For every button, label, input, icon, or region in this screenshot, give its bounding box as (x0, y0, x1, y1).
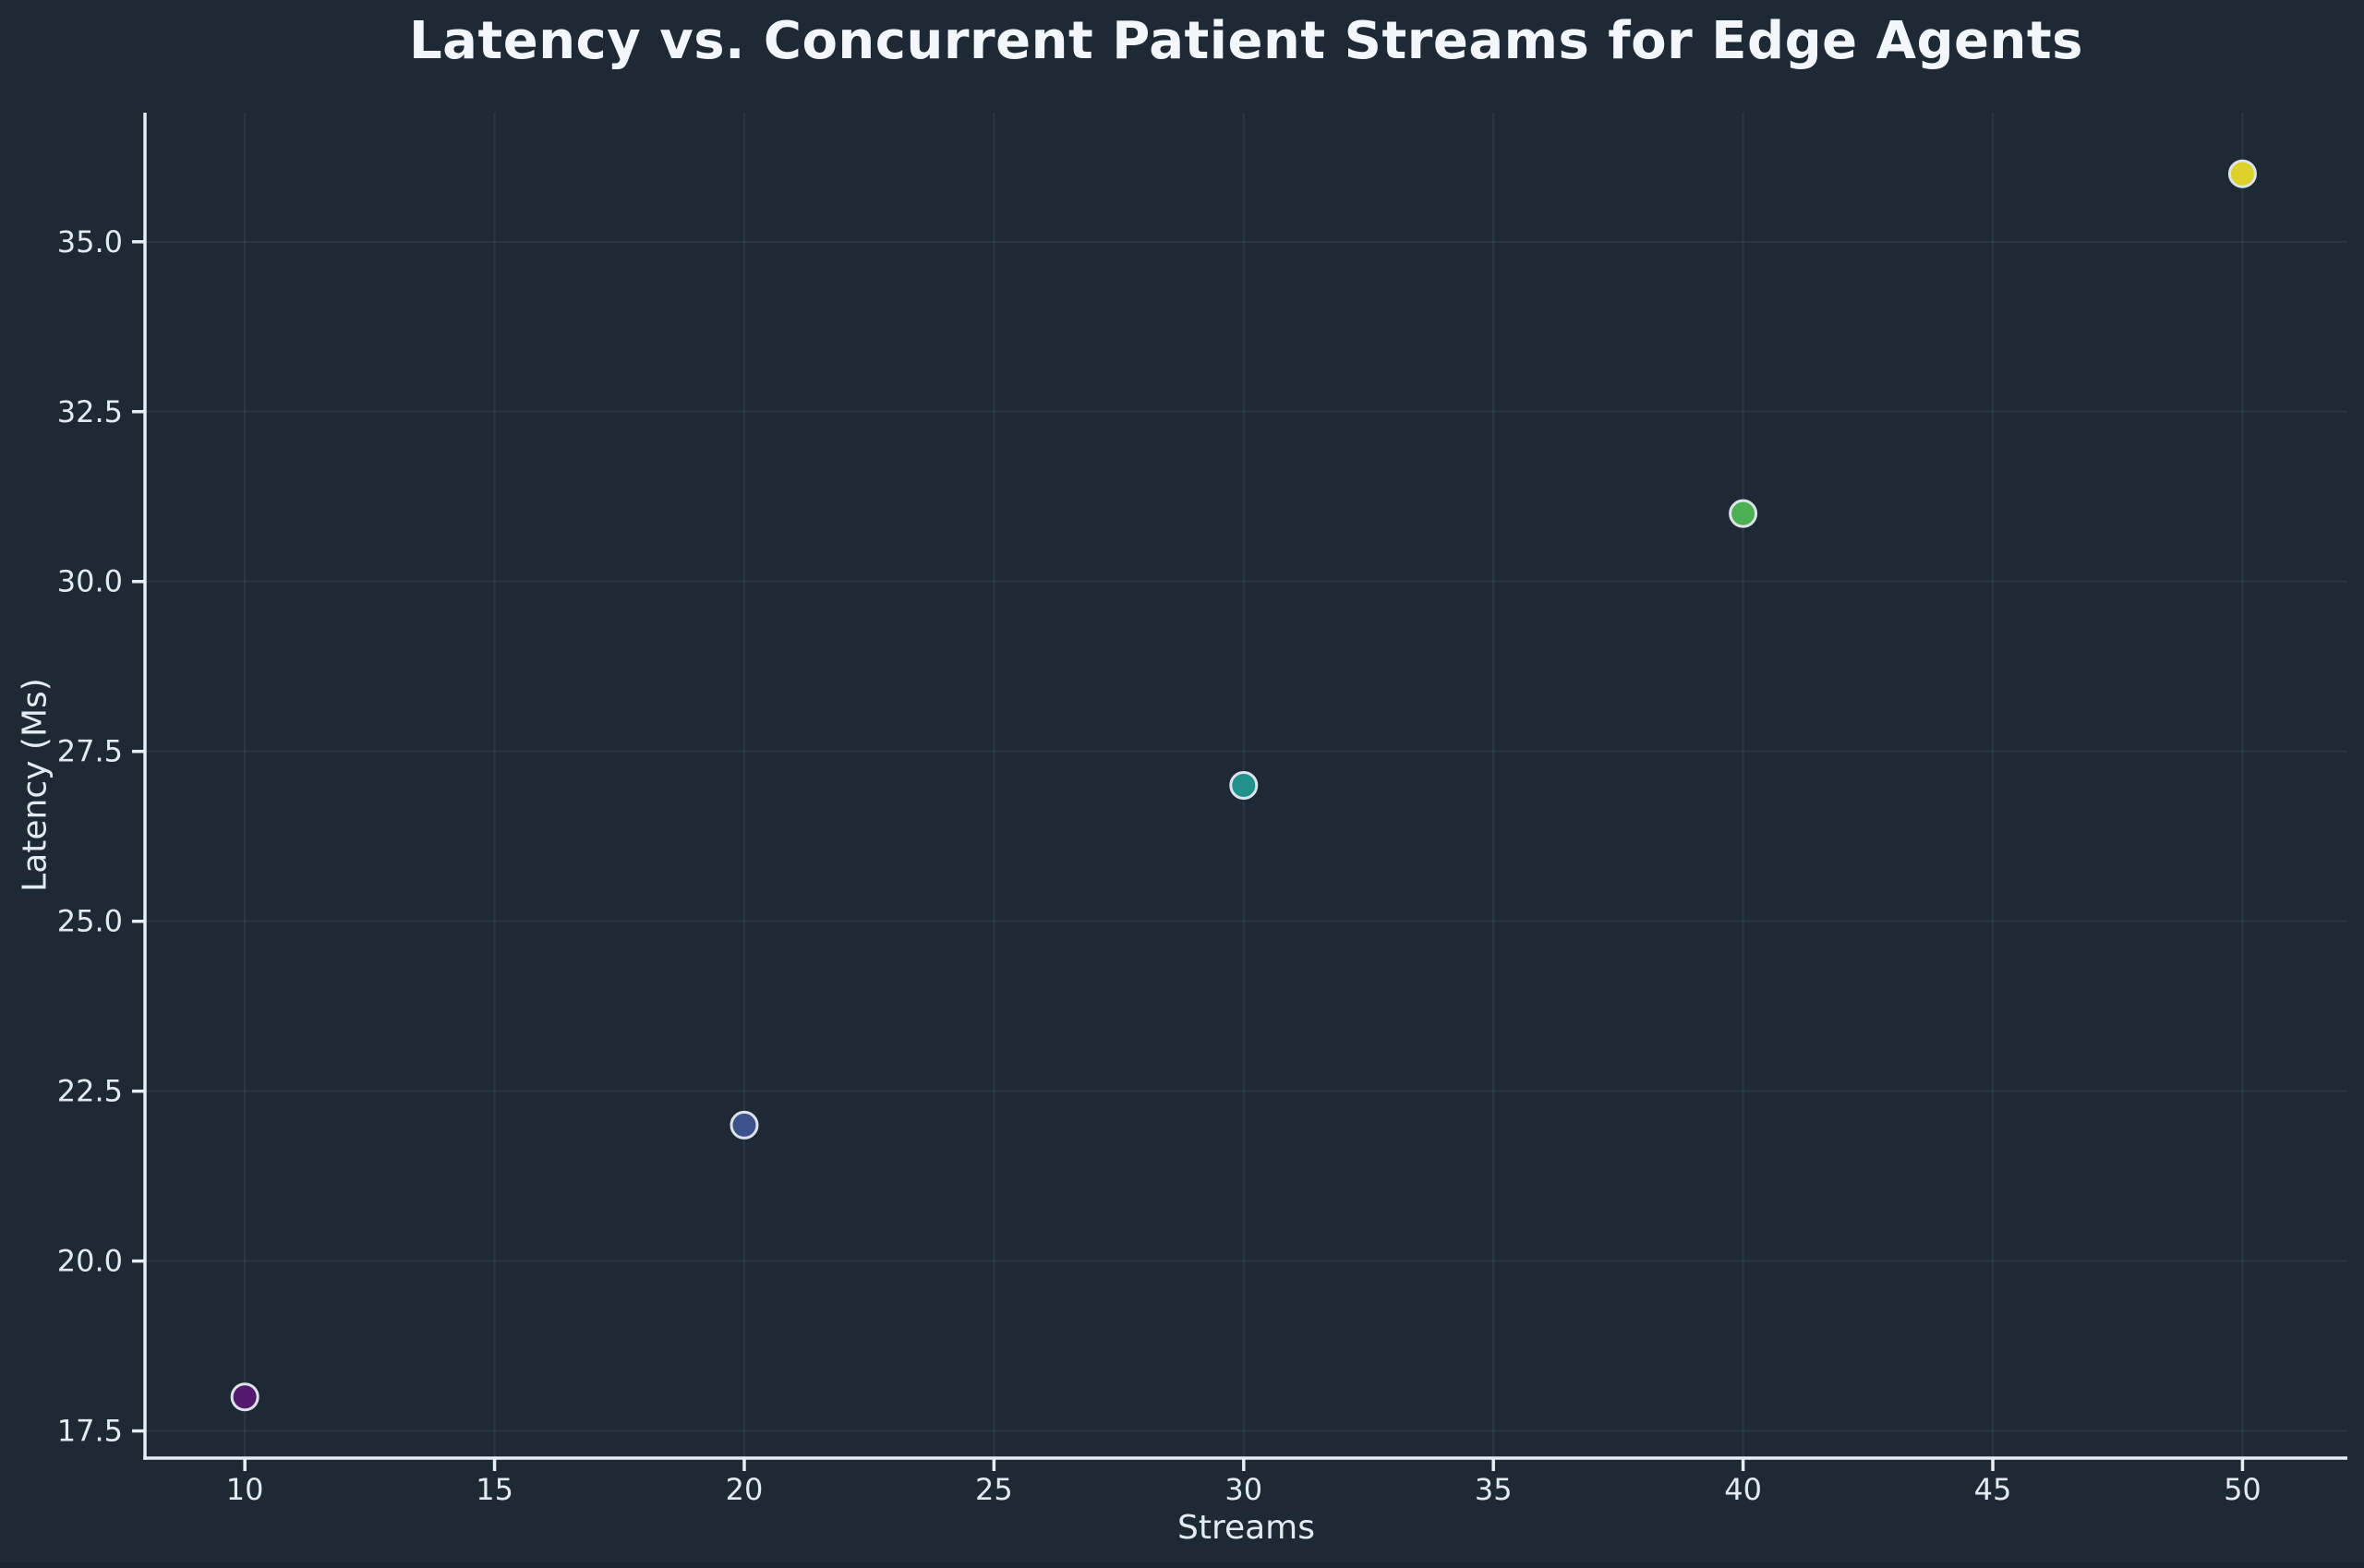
data-point (730, 1110, 759, 1140)
x-tick-label: 30 (1224, 1472, 1262, 1507)
data-point (1229, 771, 1259, 800)
y-tick-label: 30.0 (57, 564, 123, 599)
chart-title: Latency vs. Concurrent Patient Streams f… (408, 11, 2084, 71)
data-point (1729, 499, 1758, 528)
y-tick-label: 17.5 (57, 1414, 123, 1449)
x-axis-label: Streams (1176, 1509, 1315, 1547)
x-tick-label: 50 (2224, 1472, 2261, 1507)
y-tick-label: 32.5 (57, 394, 123, 429)
x-tick-label: 45 (1974, 1472, 2012, 1507)
y-tick-label: 20.0 (57, 1244, 123, 1279)
data-point (230, 1382, 259, 1412)
y-tick-label: 35.0 (57, 224, 123, 259)
x-tick-label: 10 (226, 1472, 264, 1507)
x-tick-label: 40 (1724, 1472, 1762, 1507)
x-tick-label: 25 (975, 1472, 1013, 1507)
x-tick-label: 20 (726, 1472, 764, 1507)
x-tick-label: 15 (476, 1472, 513, 1507)
x-tick-label: 35 (1475, 1472, 1513, 1507)
figure-bottom-edge (0, 1562, 2364, 1568)
y-tick-label: 25.0 (57, 904, 123, 939)
y-tick-label: 27.5 (57, 734, 123, 769)
y-tick-label: 22.5 (57, 1074, 123, 1109)
y-axis-label: Latency (Ms) (16, 678, 54, 892)
data-point (2227, 159, 2257, 188)
